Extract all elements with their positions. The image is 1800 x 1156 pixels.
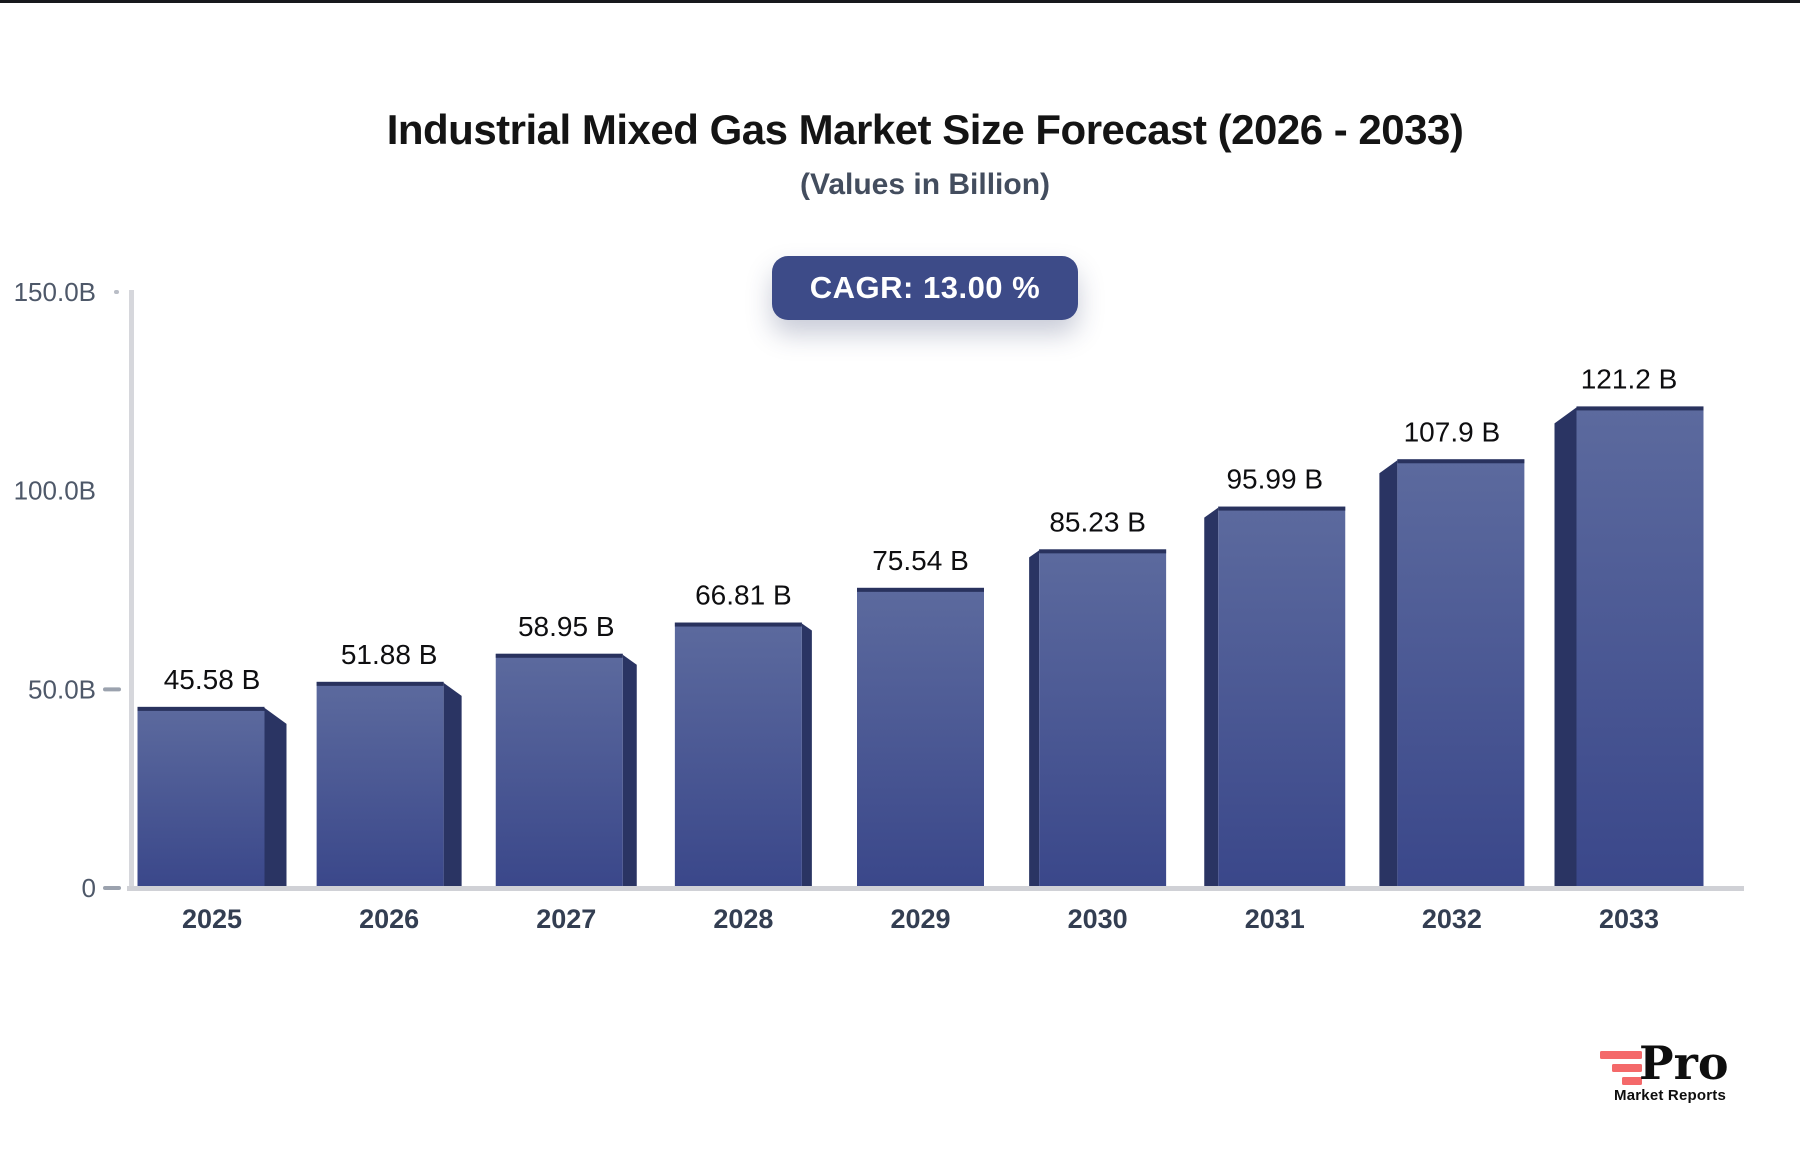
y-axis-tick-mark bbox=[103, 886, 121, 890]
bar-value-label: 85.23 B bbox=[1049, 506, 1146, 537]
cagr-badge: CAGR: 13.00 % bbox=[771, 256, 1079, 320]
bar-front-face bbox=[1039, 549, 1167, 888]
y-axis-tick-mark bbox=[103, 687, 121, 692]
bar-value-label: 75.54 B bbox=[872, 545, 969, 576]
bar-value-label: 95.99 B bbox=[1226, 464, 1323, 495]
pro-market-reports-logo: Pro Market Reports bbox=[1600, 1040, 1800, 1104]
x-axis-category-label: 2025 bbox=[182, 904, 242, 934]
bar-value-label: 58.95 B bbox=[518, 611, 615, 642]
bar-value-label: 51.88 B bbox=[341, 639, 438, 670]
bar-group-2030: 85.23 B 2030 bbox=[1029, 506, 1167, 934]
bar-front-face bbox=[674, 622, 802, 888]
y-axis-tick-label: 0 bbox=[82, 873, 96, 903]
bar-side-face bbox=[1204, 507, 1219, 888]
x-axis-category-label: 2030 bbox=[1068, 904, 1128, 934]
bar-front-face bbox=[137, 706, 265, 888]
logo-name: Pro bbox=[1639, 1036, 1729, 1090]
bar-side-face bbox=[1379, 460, 1398, 888]
bar-top-edge bbox=[857, 587, 984, 592]
bar-group-2031: 95.99 B 2031 bbox=[1204, 464, 1346, 934]
x-axis-category-label: 2029 bbox=[890, 904, 950, 934]
chart-title: Industrial Mixed Gas Market Size Forecas… bbox=[386, 106, 1464, 153]
chart-subtitle: (Values in Billion) bbox=[799, 168, 1051, 201]
x-axis-category-label: 2032 bbox=[1422, 904, 1482, 934]
page-top-edge bbox=[0, 0, 1800, 3]
y-axis-tick-mark bbox=[114, 290, 119, 294]
bar-value-label: 45.58 B bbox=[164, 664, 261, 695]
x-axis-category-label: 2028 bbox=[713, 904, 773, 934]
bar-top-edge bbox=[495, 653, 623, 658]
bar-front-face bbox=[857, 587, 984, 888]
y-axis-tick-label: 150.0B bbox=[14, 277, 96, 307]
logo-bars-icon bbox=[1600, 1040, 1642, 1085]
y-axis-tick-label: 100.0B bbox=[14, 476, 96, 506]
bar-top-edge bbox=[137, 706, 265, 711]
bar-value-label: 121.2 B bbox=[1581, 363, 1678, 394]
logo-subtext: Market Reports bbox=[1614, 1087, 1726, 1104]
bar-group-2032: 107.9 B 2032 bbox=[1379, 416, 1525, 934]
bar-front-face bbox=[1218, 506, 1346, 888]
bar-group-2026: 51.88 B 2026 bbox=[316, 639, 462, 934]
x-axis-category-label: 2031 bbox=[1245, 904, 1305, 934]
x-axis-category-label: 2033 bbox=[1599, 904, 1659, 934]
bar-front-face bbox=[1576, 406, 1704, 888]
bar-side-face bbox=[1554, 407, 1577, 888]
logo-bar-icon bbox=[1600, 1051, 1642, 1059]
bar-side-face bbox=[443, 682, 462, 888]
bar-side-face bbox=[622, 654, 637, 888]
bar-side-face bbox=[264, 707, 287, 888]
logo-row: Pro bbox=[1600, 1040, 1800, 1086]
bar-group-2028: 66.81 B 2028 bbox=[674, 580, 812, 934]
bar-group-2025: 45.58 B 2025 bbox=[137, 664, 287, 934]
bar-side-face bbox=[801, 623, 812, 888]
bar-value-label: 107.9 B bbox=[1404, 416, 1501, 447]
bar-side-face bbox=[1029, 550, 1040, 888]
bar-top-edge bbox=[1397, 459, 1525, 464]
bar-group-2033: 121.2 B 2033 bbox=[1554, 363, 1704, 934]
bar-top-edge bbox=[316, 681, 444, 686]
y-axis-tick-label: 50.0B bbox=[28, 674, 96, 704]
bar-front-face bbox=[316, 681, 444, 888]
bar-value-label: 66.81 B bbox=[695, 580, 792, 611]
bar-front-face bbox=[495, 653, 623, 888]
logo-bar-icon bbox=[1622, 1077, 1642, 1085]
x-axis-category-label: 2027 bbox=[536, 904, 596, 934]
logo-bar-icon bbox=[1612, 1064, 1642, 1072]
bar-top-edge bbox=[1218, 506, 1346, 511]
bar-front-face bbox=[1397, 459, 1525, 888]
bar-group-2027: 58.95 B 2027 bbox=[495, 611, 637, 934]
bar-group-2029: 75.54 B 2029 bbox=[857, 545, 984, 934]
bar-top-edge bbox=[674, 622, 802, 627]
y-axis-line bbox=[129, 290, 134, 891]
bar-top-edge bbox=[1039, 549, 1167, 554]
bar-top-edge bbox=[1576, 406, 1704, 411]
x-axis-category-label: 2026 bbox=[359, 904, 419, 934]
x-axis-baseline bbox=[127, 886, 1744, 891]
